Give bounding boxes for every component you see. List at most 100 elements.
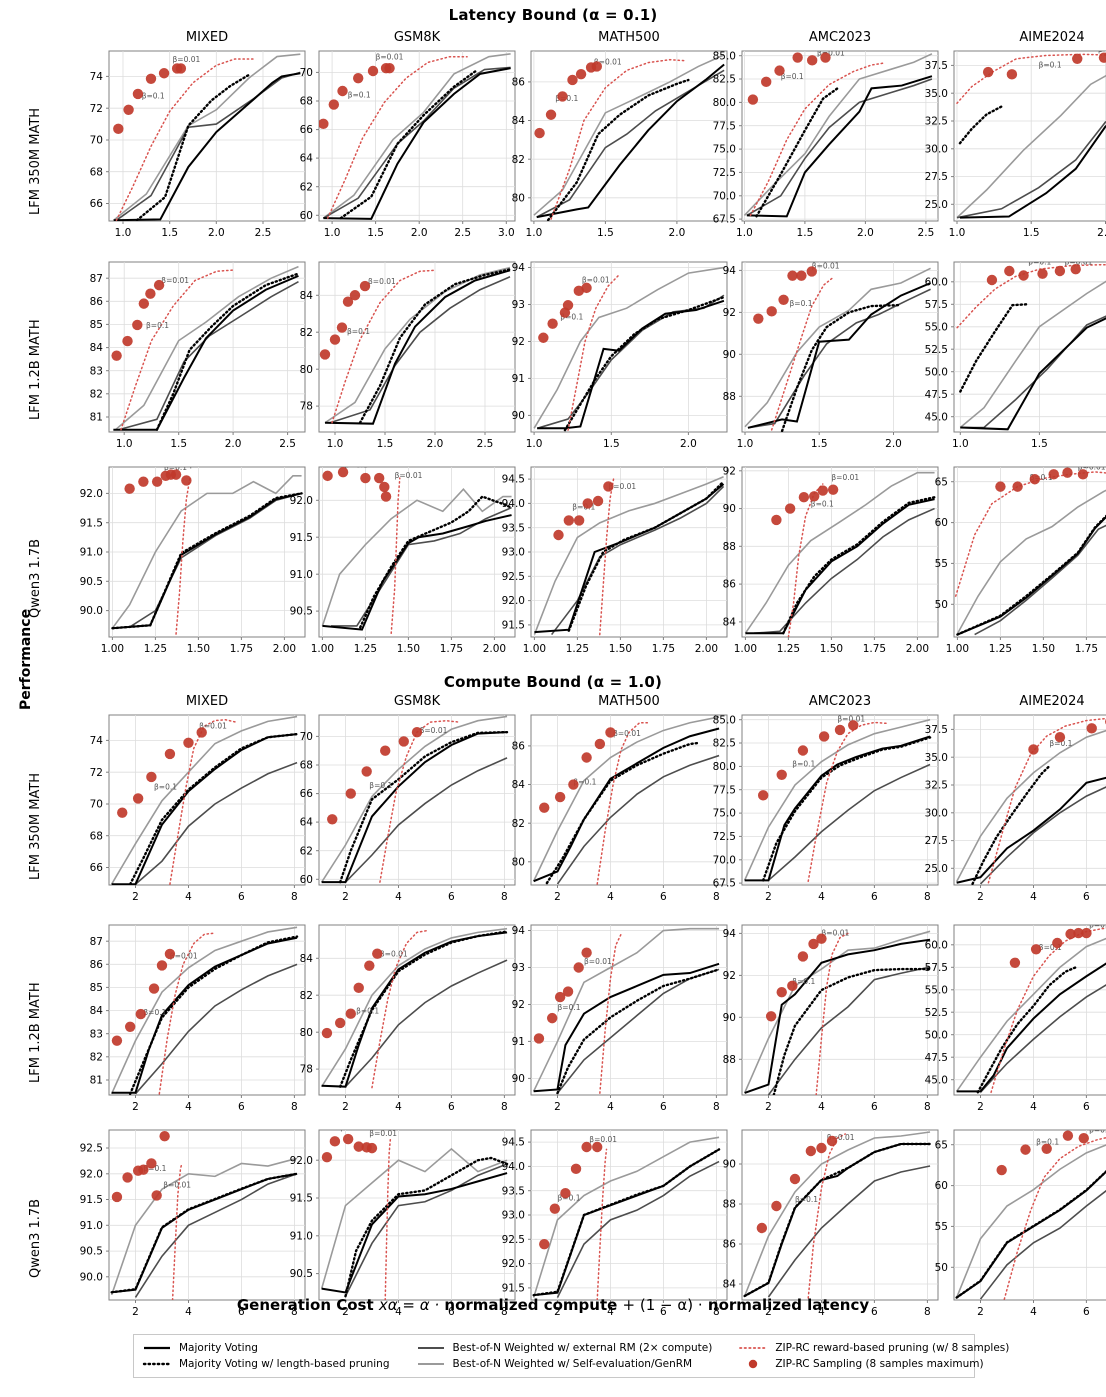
svg-text:92.0: 92.0	[290, 495, 313, 507]
svg-text:4: 4	[818, 1101, 825, 1113]
svg-text:86: 86	[90, 296, 104, 308]
svg-text:68: 68	[300, 96, 313, 108]
svg-text:68: 68	[300, 760, 313, 772]
svg-text:92.5: 92.5	[502, 571, 525, 583]
svg-text:6: 6	[238, 1101, 245, 1113]
svg-text:1.0: 1.0	[116, 438, 133, 450]
svg-text:92: 92	[723, 970, 736, 982]
svg-text:8: 8	[501, 1101, 508, 1113]
svg-text:30.0: 30.0	[925, 807, 948, 819]
svg-text:94.5: 94.5	[502, 474, 525, 486]
svg-text:1.0: 1.0	[327, 438, 344, 450]
svg-text:4: 4	[607, 891, 614, 903]
svg-text:1.75: 1.75	[440, 643, 463, 655]
svg-text:2: 2	[977, 1101, 984, 1113]
svg-text:β=0.1: β=0.1	[792, 759, 815, 768]
svg-text:4: 4	[395, 891, 402, 903]
svg-text:2: 2	[342, 1306, 349, 1318]
svg-text:80: 80	[512, 856, 525, 868]
svg-text:2: 2	[554, 891, 561, 903]
svg-text:90.5: 90.5	[80, 576, 103, 588]
svg-text:8: 8	[924, 1306, 931, 1318]
svg-text:30.0: 30.0	[925, 143, 948, 155]
svg-text:52.5: 52.5	[925, 344, 948, 356]
svg-text:4: 4	[185, 1306, 192, 1318]
svg-text:74: 74	[90, 71, 104, 83]
row-label-qwen3-1-7b: Qwen3 1.7B	[28, 538, 43, 618]
svg-text:70: 70	[90, 799, 103, 811]
svg-text:82: 82	[300, 990, 313, 1002]
svg-text:β=0.01: β=0.01	[1089, 921, 1106, 930]
svg-text:2.5: 2.5	[918, 227, 935, 239]
svg-text:65: 65	[935, 1139, 948, 1151]
svg-text:1.5: 1.5	[1023, 227, 1040, 239]
column-title-amc2023: AMC2023	[808, 694, 872, 709]
svg-text:6: 6	[238, 1306, 245, 1318]
svg-text:47.5: 47.5	[925, 389, 948, 401]
svg-text:1.25: 1.25	[144, 643, 167, 655]
svg-text:β=0.01: β=0.01	[369, 1129, 397, 1138]
svg-text:55: 55	[935, 558, 948, 570]
svg-text:83: 83	[90, 1028, 103, 1040]
svg-text:93.5: 93.5	[502, 1185, 525, 1197]
svg-text:68: 68	[90, 166, 103, 178]
svg-text:β=0.1: β=0.1	[340, 1126, 363, 1132]
svg-text:2.5: 2.5	[255, 227, 272, 239]
svg-text:90.0: 90.0	[80, 1271, 103, 1283]
panel-compute-lfm-1-2b-math-gsm8k: 2 4 6 8 78 80 82 84 β=0.1 β=0.01	[275, 921, 521, 1121]
svg-text:β=0.1: β=0.1	[146, 321, 169, 330]
panel-latency-lfm-350m-math-amc2023: 1.0 1.5 2.0 2.5 67.5 70.0 72.5 75.0 77.5 80.0 82.5…	[698, 47, 944, 247]
svg-text:2: 2	[765, 1306, 772, 1318]
svg-text:64: 64	[300, 153, 314, 165]
svg-text:60.0: 60.0	[925, 276, 948, 288]
svg-text:1.50: 1.50	[1032, 643, 1055, 655]
svg-text:82: 82	[512, 818, 525, 830]
legend-key	[416, 1342, 446, 1354]
svg-text:91.5: 91.5	[290, 1193, 313, 1205]
svg-text:64: 64	[300, 817, 314, 829]
svg-text:β=0.1: β=0.1	[573, 778, 596, 787]
svg-text:2.0: 2.0	[1097, 227, 1106, 239]
svg-text:6: 6	[1083, 1306, 1090, 1318]
svg-text:2: 2	[765, 1101, 772, 1113]
svg-text:86: 86	[90, 959, 104, 971]
svg-text:3.0: 3.0	[498, 227, 515, 239]
svg-text:88: 88	[723, 1199, 736, 1211]
svg-text:8: 8	[924, 1101, 931, 1113]
column-title-math500: MATH500	[598, 30, 660, 45]
svg-text:β=0.01: β=0.01	[1098, 47, 1106, 54]
svg-text:2.00: 2.00	[906, 643, 929, 655]
svg-text:90: 90	[512, 1073, 525, 1085]
svg-text:92.0: 92.0	[80, 1168, 103, 1180]
panel-latency-qwen3-1-7b-aime2024: 1.001.251.501.752.0050556065β=0.1β=0.01	[910, 463, 1106, 663]
svg-text:82: 82	[300, 327, 313, 339]
svg-text:91.5: 91.5	[502, 1283, 525, 1295]
column-title-mixed: MIXED	[185, 30, 229, 45]
svg-text:6: 6	[448, 1101, 455, 1113]
svg-text:57.5: 57.5	[925, 299, 948, 311]
legend-item: Majority Voting	[142, 1342, 390, 1354]
svg-text:2.0: 2.0	[225, 438, 242, 450]
svg-text:β=0.01: β=0.01	[812, 261, 840, 270]
column-title-amc2023: AMC2023	[808, 30, 872, 45]
svg-text:2.0: 2.0	[885, 438, 902, 450]
svg-text:6: 6	[871, 1306, 878, 1318]
svg-text:50.0: 50.0	[925, 366, 948, 378]
svg-text:β=0.01: β=0.01	[173, 55, 201, 64]
panel-compute-lfm-1-2b-math-aime2024: 2 4 6 8 45.0 47.5 50.0 52.5 55.0 57.5 60.0 β=0.1 β=0…	[910, 921, 1106, 1121]
svg-text:1.5: 1.5	[597, 227, 614, 239]
svg-text:β=0.01: β=0.01	[190, 463, 218, 469]
svg-text:91: 91	[512, 1036, 525, 1048]
svg-text:90: 90	[723, 1159, 736, 1171]
svg-text:86: 86	[723, 579, 737, 591]
svg-text:2.00: 2.00	[273, 643, 296, 655]
svg-text:60: 60	[935, 517, 948, 529]
panel-latency-lfm-1-2b-math-gsm8k: 1.0 1.5 2.0 2.5 78 80 82 84 β=0.1 β=0.01	[275, 258, 521, 458]
svg-text:66: 66	[90, 862, 104, 874]
legend-item: ZIP-RC reward-based pruning (w/ 8 sample…	[738, 1342, 1009, 1354]
svg-text:β=0.1: β=0.1	[1028, 258, 1051, 267]
svg-text:4: 4	[185, 891, 192, 903]
svg-text:55: 55	[935, 1221, 948, 1233]
svg-text:72.5: 72.5	[713, 831, 736, 843]
